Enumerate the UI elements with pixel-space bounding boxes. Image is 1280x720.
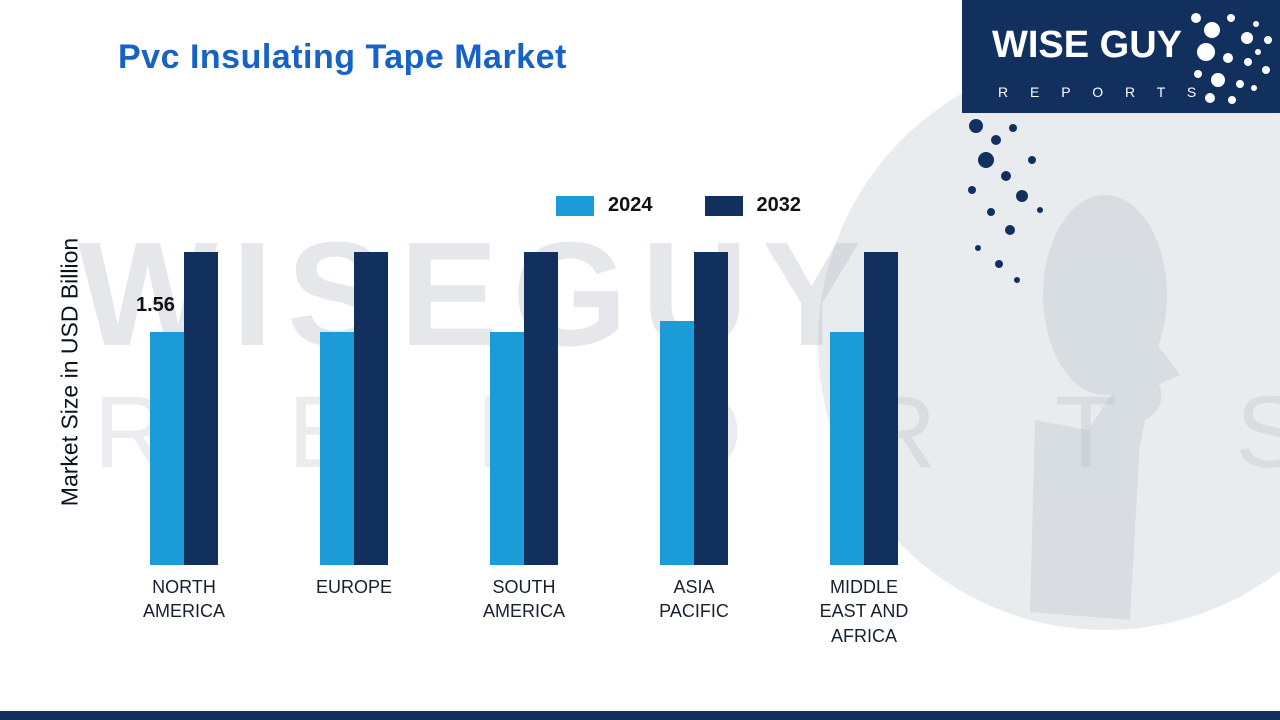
bar-2032-europe xyxy=(354,252,388,565)
bar-2024-south-america xyxy=(490,332,524,565)
bar-2024-middle-east-and-africa xyxy=(830,332,864,565)
bar-2024-north-america xyxy=(150,332,184,565)
bar-group-south-america: SOUTH AMERICA xyxy=(483,252,565,621)
bar-group-asia-pacific: ASIA PACIFIC xyxy=(659,252,729,621)
logo-brand-text: WISE GUY xyxy=(992,24,1183,66)
bar-2024-asia-pacific xyxy=(660,321,694,565)
logo-dots-face-icon xyxy=(1191,13,1272,104)
logo-reports-text: R E P O R T S xyxy=(998,84,1206,100)
bar-2032-asia-pacific xyxy=(694,252,728,565)
y-axis-label: Market Size in USD Billion xyxy=(56,237,83,507)
bar-group-middle-east-and-africa: MIDDLE EAST AND AFRICA xyxy=(820,252,908,646)
bar-group-europe: EUROPE xyxy=(316,252,392,597)
plot-area: NORTH AMERICA EUROPE SOUTH AMERICA ASIA PAC… xyxy=(143,252,908,646)
legend-swatch-2024 xyxy=(556,195,594,216)
legend-item-2032: 2032 xyxy=(704,194,802,217)
page-title: Pvc Insulating Tape Market xyxy=(118,38,567,76)
legend-label-2032: 2032 xyxy=(756,194,802,216)
bar-2032-south-america xyxy=(524,252,558,565)
category-label: EUROPE xyxy=(315,577,393,597)
legend-item-2024: 2024 xyxy=(556,194,653,217)
category-label: ASIA PACIFIC xyxy=(659,577,729,622)
category-label: MIDDLE EAST AND AFRICA xyxy=(819,577,909,646)
category-label: SOUTH AMERICA xyxy=(482,577,565,622)
bar-2032-middle-east-and-africa xyxy=(864,252,898,565)
legend-label-2024: 2024 xyxy=(608,194,653,216)
bar-2032-north-america xyxy=(184,252,218,565)
footer-bar xyxy=(0,711,1280,720)
category-label: NORTH AMERICA xyxy=(142,577,225,622)
logo-block: WISE GUY R E P O R T S xyxy=(962,0,1280,113)
bar-group-north-america: NORTH AMERICA xyxy=(143,252,225,621)
data-label-annotation: 1.56 xyxy=(136,294,175,316)
chart-legend: 2024 2032 xyxy=(556,194,801,217)
legend-swatch-2032 xyxy=(704,195,743,216)
bar-2024-europe xyxy=(320,332,354,565)
